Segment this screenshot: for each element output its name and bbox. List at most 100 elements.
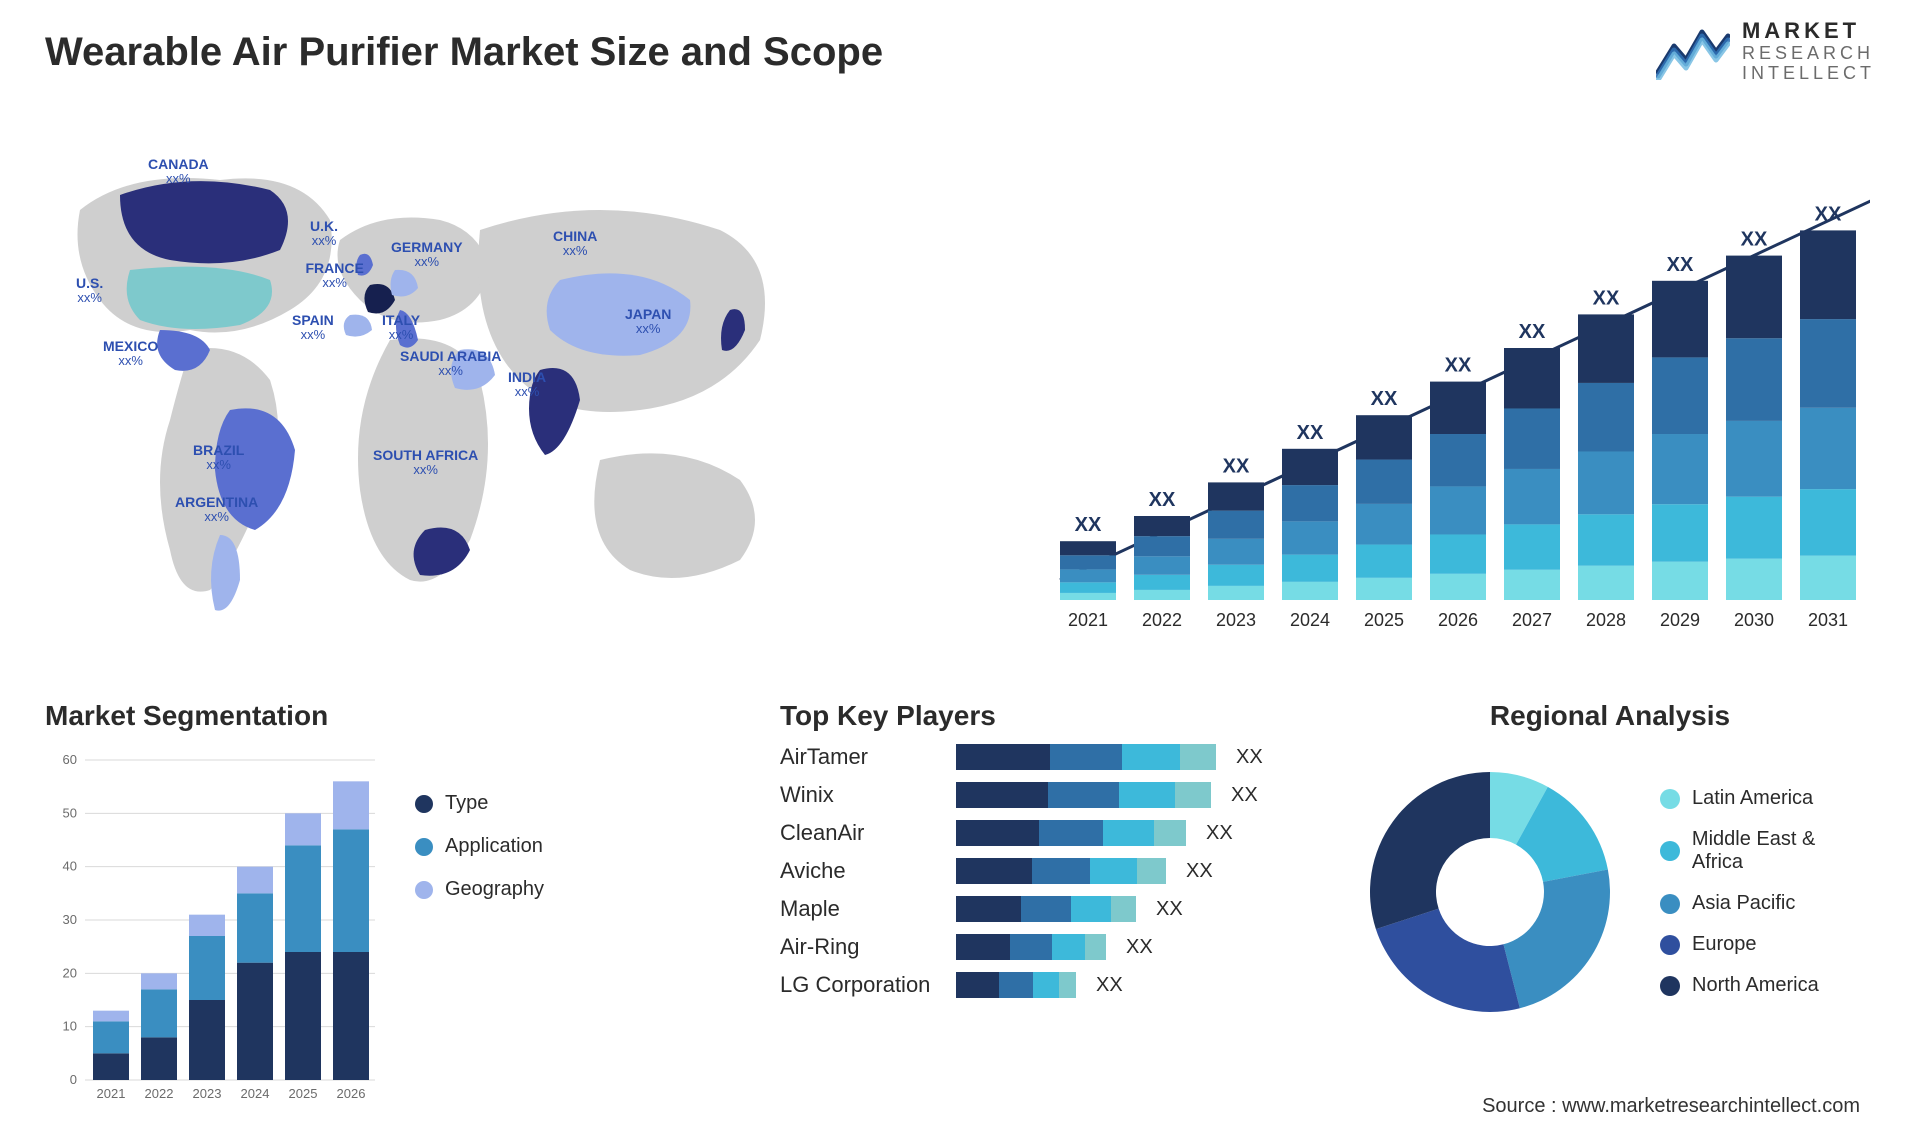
svg-text:0: 0	[70, 1072, 77, 1087]
map-label: MEXICOxx%	[103, 338, 158, 369]
svg-text:XX: XX	[1149, 489, 1176, 511]
map-label: SAUDI ARABIAxx%	[400, 348, 501, 379]
key-player-row: CleanAir XX	[780, 820, 1320, 846]
svg-text:50: 50	[63, 805, 77, 820]
svg-text:XX: XX	[1223, 455, 1250, 477]
key-player-name: LG Corporation	[780, 972, 940, 998]
svg-text:2022: 2022	[1142, 610, 1182, 630]
regional-section: Regional Analysis Latin America Middle Ea…	[1350, 700, 1870, 1032]
map-label: JAPANxx%	[625, 306, 671, 337]
svg-text:2030: 2030	[1734, 610, 1774, 630]
key-player-value: XX	[1206, 822, 1233, 845]
svg-text:XX: XX	[1445, 355, 1472, 377]
key-player-name: Winix	[780, 782, 940, 808]
svg-text:XX: XX	[1297, 422, 1324, 444]
key-player-name: AirTamer	[780, 744, 940, 770]
svg-text:XX: XX	[1815, 203, 1842, 225]
regional-title: Regional Analysis	[1350, 700, 1870, 732]
svg-text:2024: 2024	[241, 1086, 270, 1101]
svg-text:XX: XX	[1741, 229, 1768, 251]
brand-logo: MARKET RESEARCH INTELLECT	[1656, 20, 1875, 82]
map-label: INDIAxx%	[508, 369, 546, 400]
key-player-name: CleanAir	[780, 820, 940, 846]
svg-text:2022: 2022	[145, 1086, 174, 1101]
key-player-name: Maple	[780, 896, 940, 922]
map-label: ITALYxx%	[382, 312, 420, 343]
segmentation-title: Market Segmentation	[45, 700, 685, 732]
svg-text:20: 20	[63, 965, 77, 980]
svg-text:2028: 2028	[1586, 610, 1626, 630]
segmentation-legend-item: Type	[415, 792, 544, 815]
svg-text:XX: XX	[1593, 287, 1620, 309]
svg-text:2029: 2029	[1660, 610, 1700, 630]
segmentation-chart: 0 10 20 30 40 50 60 2021 2022 2023 2024 2025 2026	[45, 750, 385, 1110]
regional-legend-item: North America	[1660, 974, 1870, 997]
key-player-bar	[956, 934, 1106, 960]
page-title: Wearable Air Purifier Market Size and Sc…	[45, 30, 883, 75]
regional-legend-item: Middle East & Africa	[1660, 828, 1870, 874]
segmentation-legend-item: Application	[415, 835, 544, 858]
svg-text:2023: 2023	[193, 1086, 222, 1101]
map-label: CANADAxx%	[148, 156, 209, 187]
key-player-name: Aviche	[780, 858, 940, 884]
segmentation-section: Market Segmentation 0 10 20 30 40 50 60 2021 202…	[45, 700, 685, 1110]
svg-text:2021: 2021	[1068, 610, 1108, 630]
regional-donut-chart	[1350, 752, 1630, 1032]
key-player-row: Winix XX	[780, 782, 1320, 808]
svg-text:XX: XX	[1667, 254, 1694, 276]
key-player-bar	[956, 782, 1211, 808]
key-player-value: XX	[1236, 746, 1263, 769]
key-player-bar	[956, 744, 1216, 770]
map-label: SPAINxx%	[292, 312, 334, 343]
key-player-value: XX	[1126, 936, 1153, 959]
map-label: U.S.xx%	[76, 275, 103, 306]
key-player-name: Air-Ring	[780, 934, 940, 960]
svg-text:2031: 2031	[1808, 610, 1848, 630]
svg-text:2024: 2024	[1290, 610, 1330, 630]
source-label: Source : www.marketresearchintellect.com	[1482, 1095, 1860, 1118]
key-player-bar	[956, 820, 1186, 846]
svg-text:40: 40	[63, 859, 77, 874]
key-player-bar	[956, 972, 1076, 998]
map-label: BRAZILxx%	[193, 442, 244, 473]
key-player-row: Air-Ring XX	[780, 934, 1320, 960]
key-player-row: Aviche XX	[780, 858, 1320, 884]
svg-text:30: 30	[63, 912, 77, 927]
svg-text:XX: XX	[1075, 514, 1102, 536]
key-player-bar	[956, 858, 1166, 884]
regional-legend: Latin AmericaMiddle East & AfricaAsia Pa…	[1660, 787, 1870, 997]
svg-text:2026: 2026	[337, 1086, 366, 1101]
map-label: ARGENTINAxx%	[175, 494, 258, 525]
key-players-list: AirTamer XX Winix XX CleanAir XX Aviche XX Maple…	[780, 744, 1320, 998]
svg-text:60: 60	[63, 752, 77, 767]
key-player-value: XX	[1231, 784, 1258, 807]
key-player-row: AirTamer XX	[780, 744, 1320, 770]
svg-text:XX: XX	[1371, 388, 1398, 410]
logo-mark-icon	[1656, 22, 1730, 80]
map-label: CHINAxx%	[553, 228, 597, 259]
key-player-row: MapleXX	[780, 896, 1320, 922]
svg-text:2023: 2023	[1216, 610, 1256, 630]
main-bar-chart: XX2021XX2022XX2023XX2024XX2025XX2026XX20…	[1040, 160, 1870, 660]
svg-text:2027: 2027	[1512, 610, 1552, 630]
key-players-section: Top Key Players AirTamerXXWinixXXCleanAi…	[780, 700, 1320, 998]
map-label: FRANCExx%	[306, 260, 364, 291]
regional-legend-item: Europe	[1660, 933, 1870, 956]
map-label: U.K.xx%	[310, 218, 338, 249]
svg-text:2026: 2026	[1438, 610, 1478, 630]
key-player-bar	[956, 896, 1136, 922]
svg-text:10: 10	[63, 1019, 77, 1034]
map-label: SOUTH AFRICAxx%	[373, 447, 478, 478]
logo-text-2: RESEARCH	[1742, 44, 1875, 62]
segmentation-legend: Type Application Geography	[415, 792, 544, 921]
regional-legend-item: Latin America	[1660, 787, 1870, 810]
key-player-row: LG Corporation XX	[780, 972, 1320, 998]
svg-text:2021: 2021	[97, 1086, 126, 1101]
key-player-value: XX	[1096, 974, 1123, 997]
svg-text:XX: XX	[1519, 321, 1546, 343]
key-player-value: XX	[1186, 860, 1213, 883]
segmentation-legend-item: Geography	[415, 878, 544, 901]
svg-text:2025: 2025	[289, 1086, 318, 1101]
key-players-title: Top Key Players	[780, 700, 1320, 732]
world-map: CANADAxx% U.S.xx% MEXICOxx% BRAZILxx% ARGENT…	[40, 140, 940, 660]
